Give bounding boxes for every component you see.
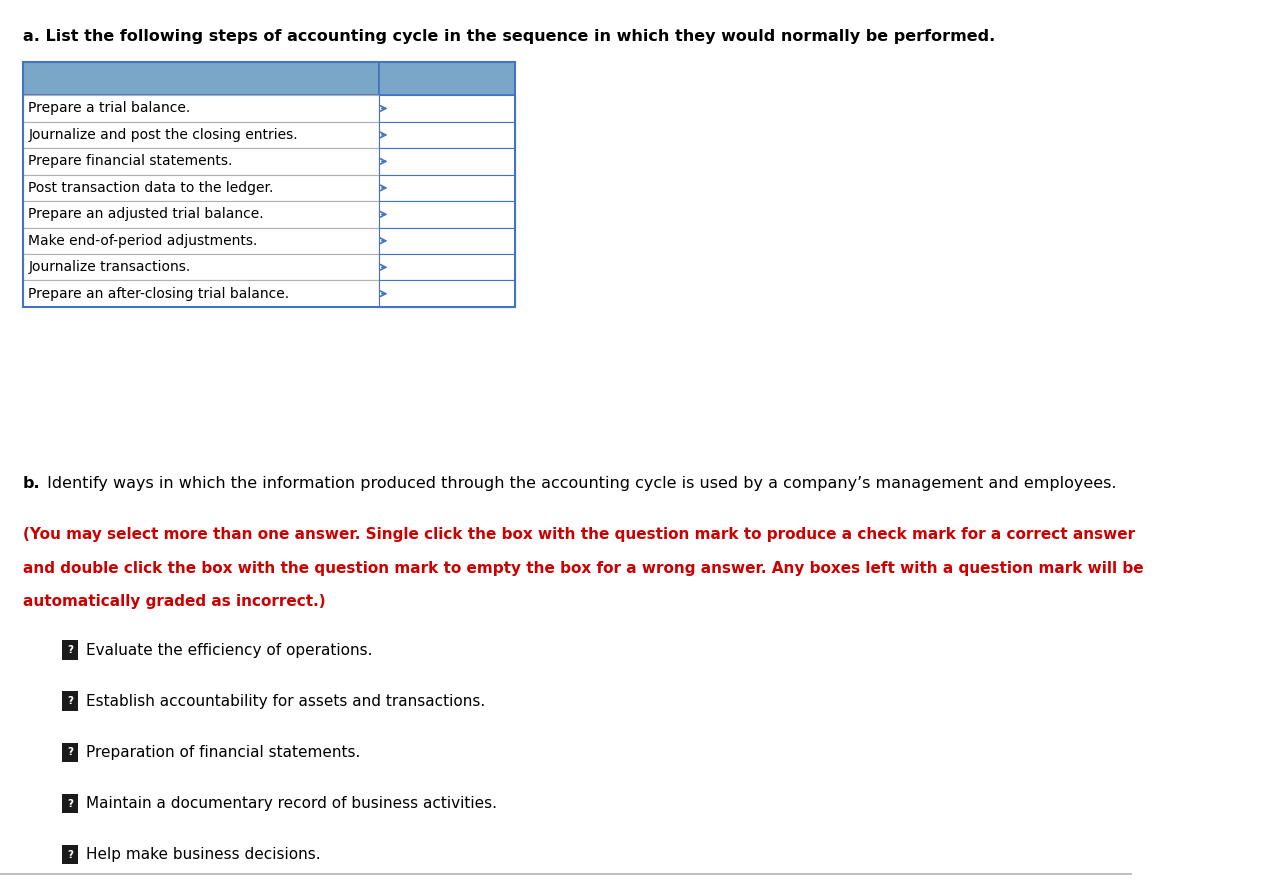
Bar	[379, 95, 515, 122]
Bar	[379, 175, 515, 201]
Bar	[23, 95, 379, 122]
Bar	[63, 845, 78, 864]
Text: automatically graded as incorrect.): automatically graded as incorrect.)	[23, 594, 325, 609]
Text: ?: ?	[67, 696, 73, 706]
Bar	[23, 201, 379, 228]
Text: Journalize and post the closing entries.: Journalize and post the closing entries.	[28, 128, 298, 142]
Bar	[23, 122, 379, 148]
Text: ?: ?	[67, 849, 73, 860]
Text: Evaluate the efficiency of operations.: Evaluate the efficiency of operations.	[86, 642, 372, 658]
Text: Post transaction data to the ledger.: Post transaction data to the ledger.	[28, 181, 274, 195]
Text: ?: ?	[67, 747, 73, 758]
Text: Make end-of-period adjustments.: Make end-of-period adjustments.	[28, 234, 257, 248]
Text: Identify ways in which the information produced through the accounting cycle is : Identify ways in which the information p…	[42, 476, 1116, 491]
Text: Prepare an after-closing trial balance.: Prepare an after-closing trial balance.	[28, 287, 289, 301]
Bar	[63, 794, 78, 813]
Bar	[0, 873, 1132, 875]
Bar	[379, 201, 515, 228]
Bar	[23, 254, 379, 280]
FancyBboxPatch shape	[23, 62, 379, 95]
Bar	[63, 691, 78, 711]
Bar	[23, 62, 515, 307]
FancyBboxPatch shape	[379, 62, 515, 95]
Text: Journalize transactions.: Journalize transactions.	[28, 260, 191, 274]
Bar	[63, 640, 78, 660]
Bar	[379, 122, 515, 148]
Text: (You may select more than one answer. Single click the box with the question mar: (You may select more than one answer. Si…	[23, 527, 1135, 542]
Text: ?: ?	[67, 645, 73, 655]
Text: a. List the following steps of accounting cycle in the sequence in which they wo: a. List the following steps of accountin…	[23, 29, 995, 44]
Bar	[23, 175, 379, 201]
Bar	[63, 743, 78, 762]
Text: Preparation of financial statements.: Preparation of financial statements.	[86, 744, 361, 760]
Bar	[379, 148, 515, 175]
Text: Prepare an adjusted trial balance.: Prepare an adjusted trial balance.	[28, 207, 264, 221]
Text: Help make business decisions.: Help make business decisions.	[86, 847, 320, 863]
Bar	[379, 280, 515, 307]
Text: Prepare a trial balance.: Prepare a trial balance.	[28, 101, 191, 116]
Bar	[379, 254, 515, 280]
Text: ?: ?	[67, 798, 73, 809]
Bar	[23, 280, 379, 307]
Text: and double click the box with the question mark to empty the box for a wrong ans: and double click the box with the questi…	[23, 561, 1143, 576]
Text: Prepare financial statements.: Prepare financial statements.	[28, 154, 233, 168]
Text: b.: b.	[23, 476, 40, 491]
Text: Maintain a documentary record of business activities.: Maintain a documentary record of busines…	[86, 796, 497, 811]
Bar	[23, 228, 379, 254]
Bar	[23, 148, 379, 175]
Text: Establish accountability for assets and transactions.: Establish accountability for assets and …	[86, 693, 485, 709]
Bar	[379, 228, 515, 254]
